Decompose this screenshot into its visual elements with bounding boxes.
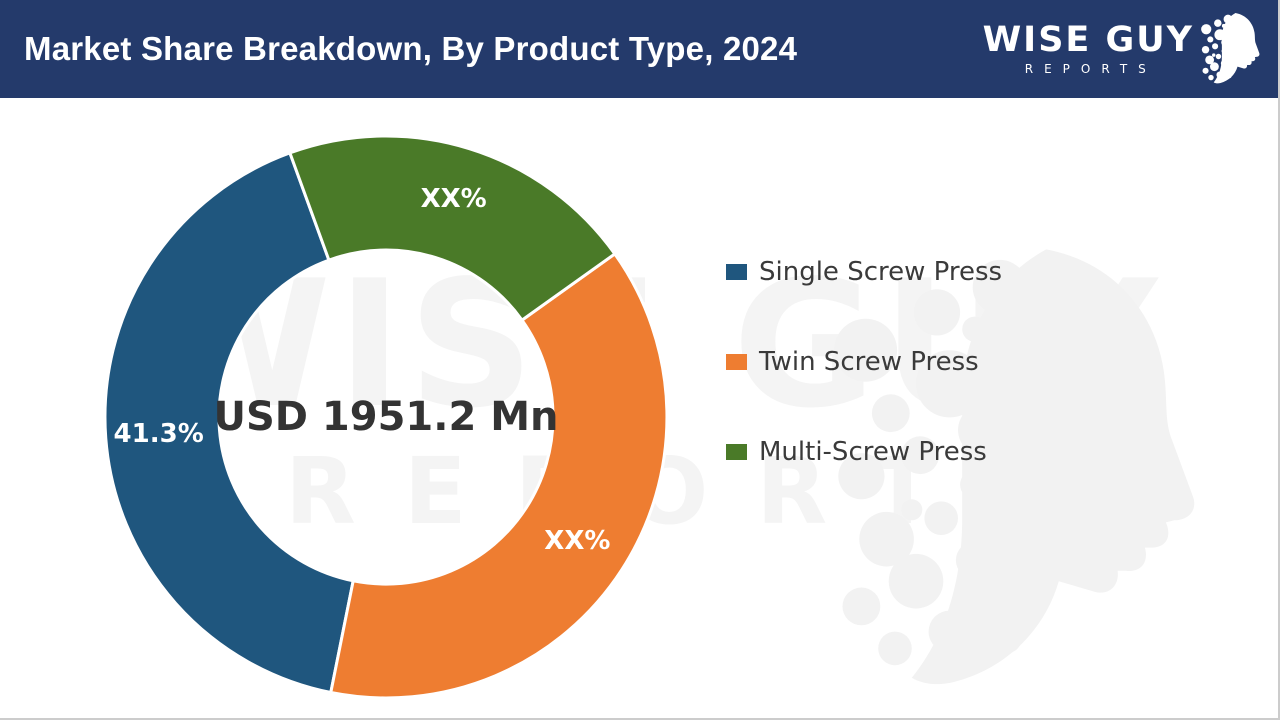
legend-item-single-screw-press: Single Screw Press [726,255,1002,289]
donut-chart [103,134,669,700]
logo-subtext: REPORTS [1024,61,1157,76]
chart-center-value: USD 1951.2 Mn [213,394,559,440]
legend-label-twin-screw-press: Twin Screw Press [759,347,979,377]
wiseguy-logo: WISE GUY REPORTS [983,8,1262,90]
page-title: Market Share Breakdown, By Product Type,… [24,30,798,67]
slice-label-twin-screw-press: XX% [544,525,611,556]
legend-swatch-single-screw-press [726,264,747,280]
slice-label-multi-screw-press: XX% [420,184,487,215]
legend-item-multi-screw-press: Multi-Screw Press [726,435,1002,469]
donut-slice-multi-screw-press [287,134,617,323]
legend-swatch-twin-screw-press [726,354,747,370]
legend-label-single-screw-press: Single Screw Press [759,257,1003,287]
slice-label-single-screw-press: 41.3% [113,419,204,450]
logo-text: WISE GUY REPORTS [982,19,1194,76]
wiseguy-face-icon [1194,8,1262,90]
logo-wordmark: WISE GUY [982,19,1194,60]
header: Market Share Breakdown, By Product Type,… [0,0,1278,98]
legend-label-multi-screw-press: Multi-Screw Press [759,437,987,467]
legend-item-twin-screw-press: Twin Screw Press [726,345,1002,379]
legend-swatch-multi-screw-press [726,444,747,460]
chart-legend: Single Screw Press Twin Screw Press Multi-… [726,255,1002,469]
donut-slice-twin-screw-press [329,251,669,700]
donut-slice-single-screw-press [103,150,355,695]
